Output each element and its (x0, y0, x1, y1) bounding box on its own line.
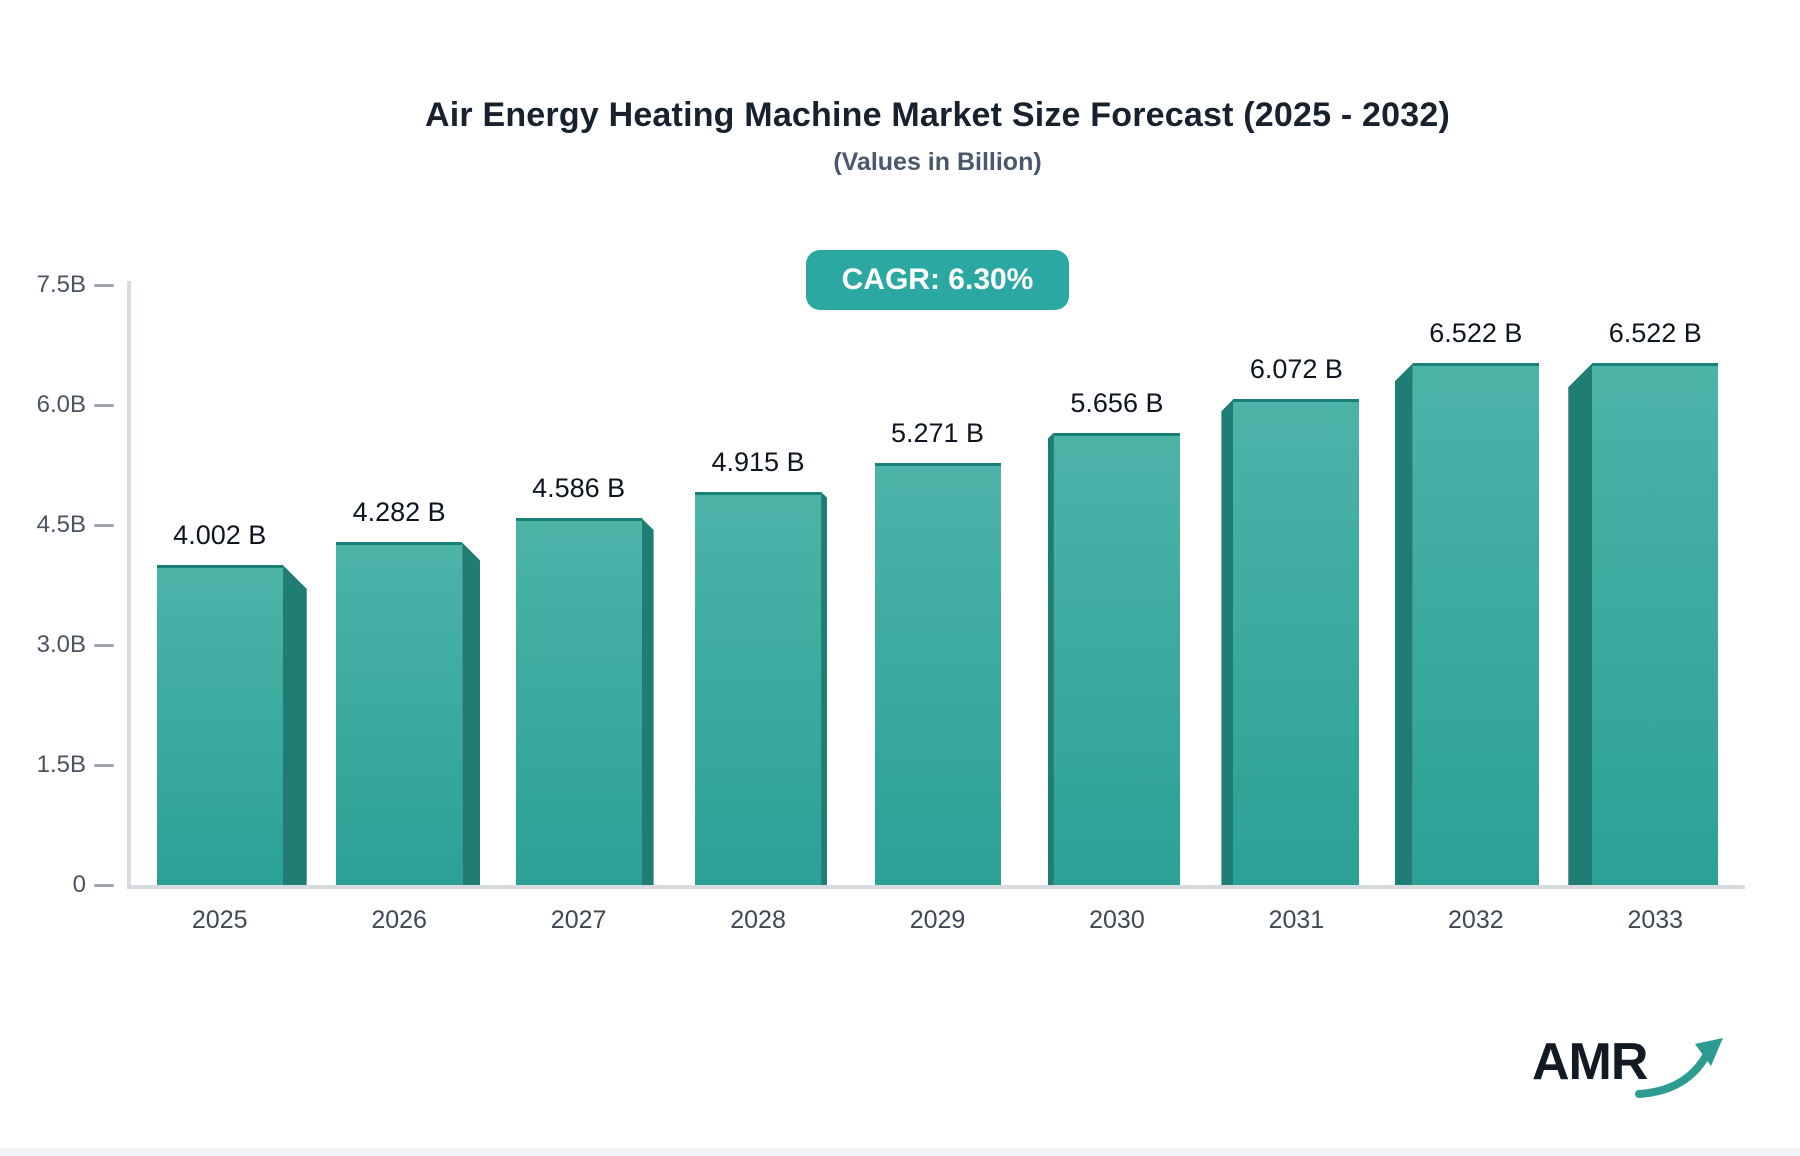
y-tick-mark (94, 764, 114, 767)
y-tick-mark (94, 884, 114, 887)
y-tick-mark (94, 284, 114, 287)
bar-side (821, 491, 828, 885)
x-tick-label: 2032 (1448, 906, 1504, 934)
bar-side (641, 518, 654, 885)
bar-value-label: 6.522 B (1608, 318, 1702, 349)
growth-arrow-icon (1635, 1038, 1724, 1098)
footer-strip (0, 1148, 1800, 1156)
bar-value-label: 4.915 B (711, 446, 805, 477)
x-tick-label: 2025 (191, 906, 248, 934)
bar-face (1592, 363, 1719, 885)
cagr-badge-wrap: CAGR: 6.30% (130, 250, 1745, 310)
y-tick-mark (94, 524, 114, 527)
chart-subtitle: (Values in Billion) (833, 148, 1042, 176)
bar-value-label: 5.656 B (1070, 387, 1164, 418)
bar-side (1221, 399, 1234, 885)
y-tick-mark (94, 404, 114, 407)
x-tick-label: 2028 (730, 906, 786, 934)
x-tick-label: 2026 (371, 906, 427, 934)
bar-side (1047, 432, 1054, 885)
x-tick-label: 2031 (1268, 906, 1325, 934)
bar-face (874, 463, 1001, 885)
chart-title: Air Energy Heating Machine Market Size F… (424, 96, 1451, 134)
bar-face (156, 564, 283, 885)
bar-face (695, 491, 822, 885)
bar-value-label: 4.586 B (532, 473, 626, 504)
bar-side (282, 564, 307, 885)
bar-side (1394, 363, 1413, 885)
x-tick-label: 2027 (550, 906, 607, 934)
bar-face (1412, 363, 1539, 885)
y-tick-label: 6.0B (36, 391, 86, 418)
y-axis-line (127, 281, 131, 889)
bar-value-label: 4.282 B (352, 497, 446, 528)
cagr-badge: CAGR: 6.30% (805, 250, 1070, 310)
bar-face (1053, 432, 1180, 885)
amr-logo: AMR (1532, 1032, 1727, 1100)
bar-side (462, 542, 481, 885)
bar-value-label: 6.522 B (1429, 318, 1523, 349)
y-tick-label: 7.5B (36, 271, 86, 298)
x-tick-label: 2029 (909, 906, 966, 934)
y-tick-label: 0 (72, 871, 86, 898)
x-tick-label: 2033 (1627, 906, 1684, 934)
y-tick-mark (94, 644, 114, 647)
bar-side (1568, 363, 1593, 885)
x-axis-line (127, 885, 1745, 889)
amr-logo-text: AMR (1532, 1033, 1648, 1091)
bar-value-label: 4.002 B (173, 519, 267, 550)
bar-face (515, 518, 642, 885)
y-tick-label: 1.5B (36, 751, 86, 778)
x-tick-label: 2030 (1089, 906, 1145, 934)
bar-face (1233, 399, 1360, 885)
y-tick-label: 4.5B (36, 511, 86, 538)
bar-face (336, 542, 463, 885)
bar-value-label: 6.072 B (1249, 354, 1343, 385)
y-tick-label: 3.0B (36, 631, 86, 658)
bar-value-label: 5.271 B (890, 418, 985, 449)
